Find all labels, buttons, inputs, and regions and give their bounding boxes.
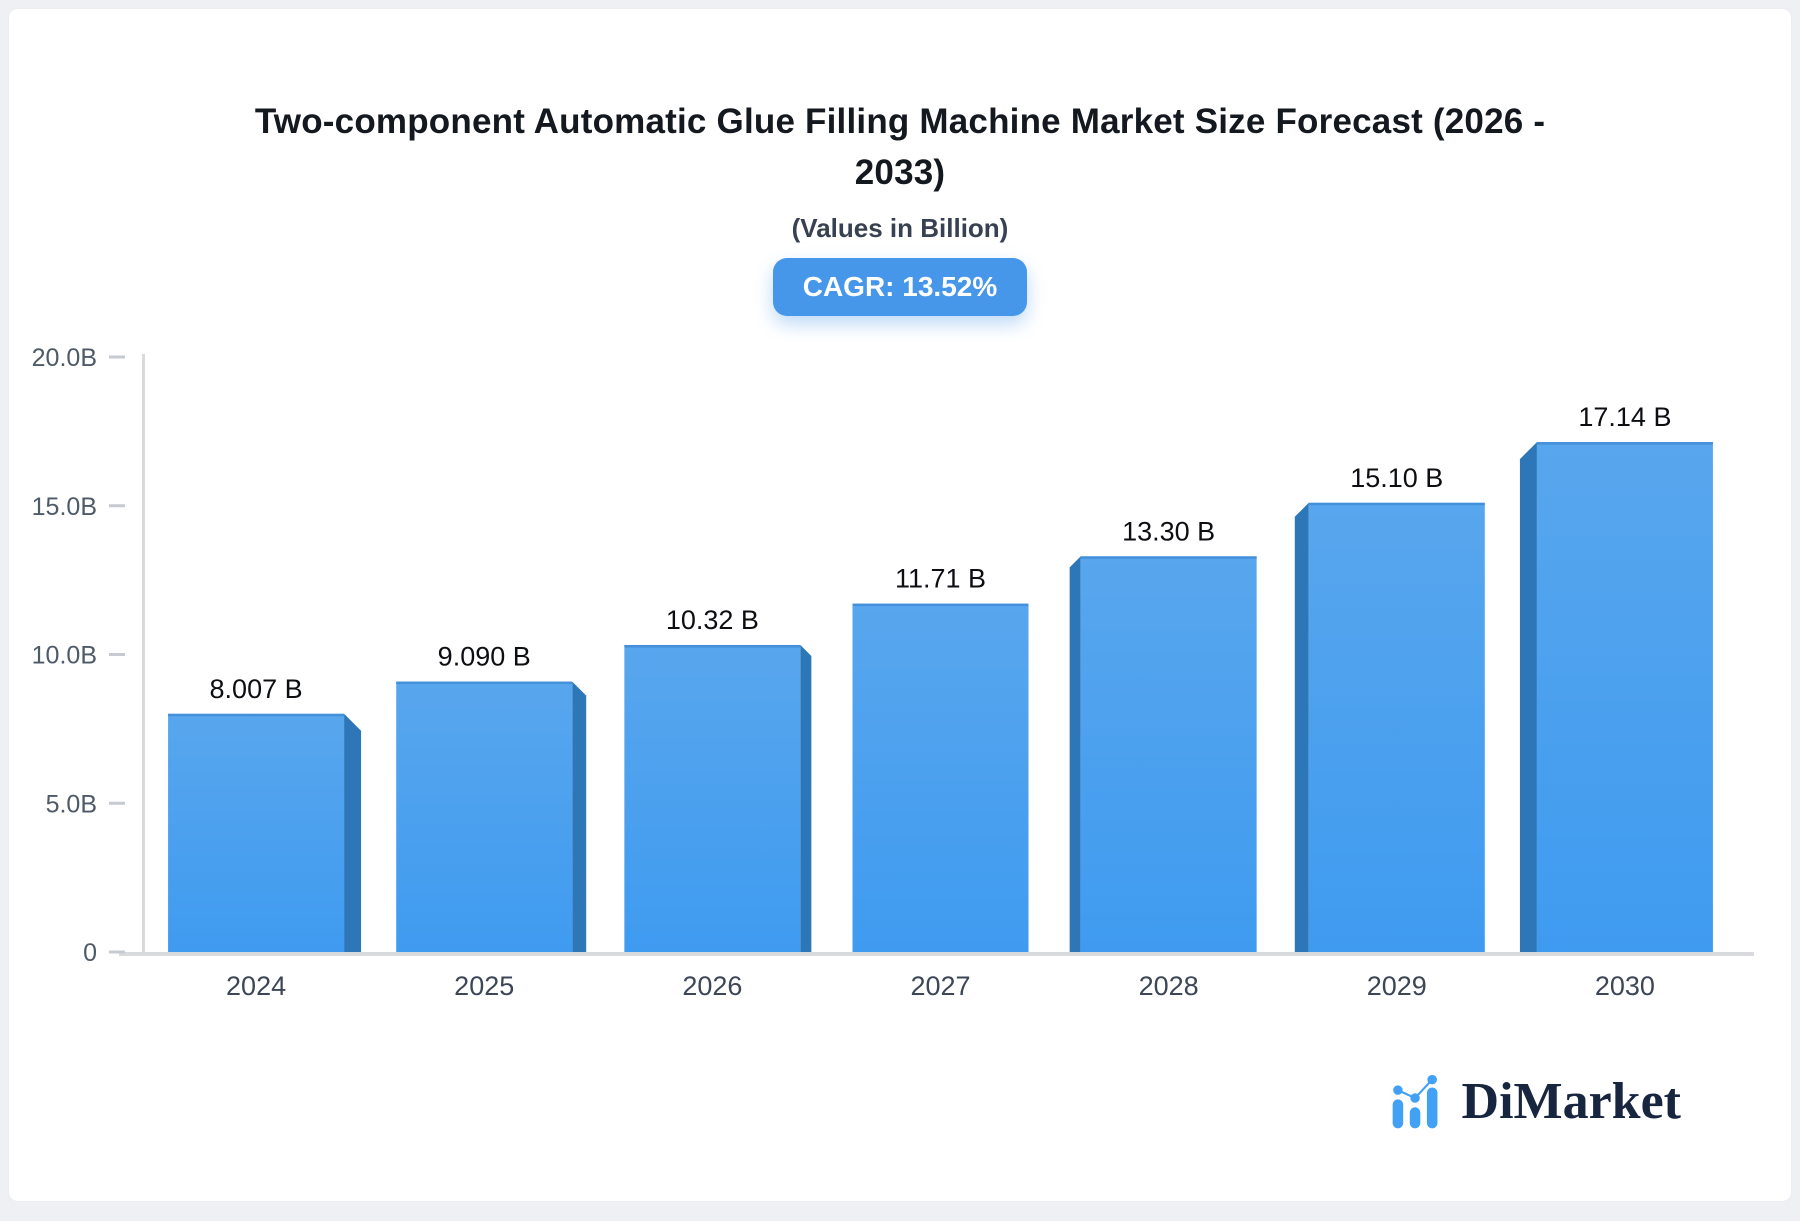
bar-value-label: 15.10 B: [1350, 463, 1443, 493]
bar-value-label: 11.71 B: [895, 564, 986, 594]
bar-face: [1081, 556, 1257, 952]
bar-group-2026: 10.32 B 2026: [624, 605, 811, 1001]
bar-group-2024: 8.007 B 2024: [168, 674, 361, 1001]
x-category-label: 2030: [1595, 971, 1655, 1001]
y-tick-label: 5.0B: [46, 790, 97, 818]
y-tick-label: 10.0B: [32, 642, 97, 670]
x-category-label: 2025: [454, 971, 514, 1001]
mini-bar-line-logo-icon: [1390, 1073, 1448, 1131]
bar-side: [572, 682, 586, 952]
bar-face: [168, 714, 344, 952]
bar-top-edge: [396, 682, 572, 685]
x-category-label: 2026: [682, 971, 742, 1001]
bar-face: [853, 604, 1029, 952]
bar-group-2030: 17.14 B 2030: [1520, 402, 1713, 1001]
x-category-label: 2024: [226, 971, 286, 1001]
bar-side: [800, 645, 811, 952]
bar-face: [1537, 442, 1713, 952]
y-tick-label: 0: [83, 939, 97, 967]
bar-side: [1070, 556, 1081, 952]
bar-top-edge: [1081, 556, 1257, 559]
x-category-label: 2028: [1139, 971, 1199, 1001]
bar-top-edge: [1537, 442, 1713, 445]
bar-top-edge: [168, 714, 344, 717]
bar-top-edge: [1309, 503, 1485, 506]
brand-logo: DiMarket: [1390, 1072, 1681, 1131]
bar-group-2025: 9.090 B 2025: [396, 642, 586, 1001]
y-tick-label: 15.0B: [32, 493, 97, 521]
bar-side: [1295, 503, 1309, 952]
chart-card: Two-component Automatic Glue Filling Mac…: [8, 8, 1792, 1202]
bar-group-2029: 15.10 B 2029: [1295, 463, 1485, 1001]
bar-top-edge: [624, 645, 800, 648]
y-tick-label: 20.0B: [32, 344, 97, 372]
bar-side: [1520, 442, 1537, 952]
bar-chart: 0 5.0B 10.0B 15.0B 20.0B 8.007 B 2024 9.090 B 20…: [9, 9, 1800, 1221]
bar-group-2028: 13.30 B 2028: [1070, 516, 1257, 1001]
bar-value-label: 13.30 B: [1122, 516, 1215, 546]
x-category-label: 2027: [910, 971, 970, 1001]
bar-group-2027: 11.71 B 2027: [853, 564, 1029, 1001]
bar-top-edge: [853, 604, 1029, 607]
brand-name: DiMarket: [1462, 1072, 1681, 1131]
bar-value-label: 10.32 B: [666, 605, 759, 635]
bar-value-label: 17.14 B: [1578, 402, 1671, 432]
bar-face: [396, 682, 572, 952]
bar-side: [344, 714, 361, 952]
bar-value-label: 8.007 B: [210, 674, 303, 704]
bar-value-label: 9.090 B: [438, 642, 531, 672]
bar-face: [1309, 503, 1485, 952]
x-category-label: 2029: [1367, 971, 1427, 1001]
bar-face: [624, 645, 800, 952]
